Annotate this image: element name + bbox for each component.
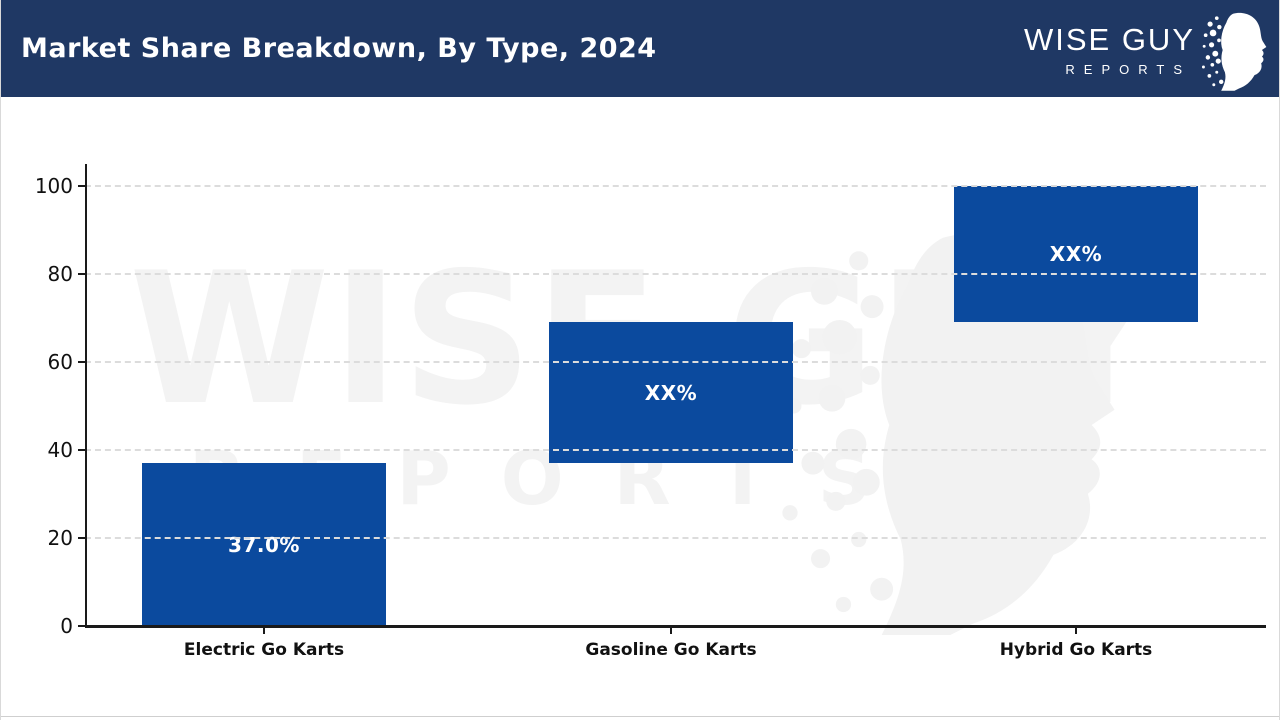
x-axis-spine xyxy=(85,625,1266,628)
y-axis-tick xyxy=(78,361,85,363)
face-logo-icon xyxy=(1201,12,1267,91)
x-axis-tick xyxy=(263,628,265,634)
bar-hybrid-go-karts: XX% xyxy=(954,186,1198,323)
x-axis-category-label: Hybrid Go Karts xyxy=(999,640,1153,660)
bar-value-label: XX% xyxy=(644,380,698,405)
y-axis-spine xyxy=(85,164,87,628)
x-axis-tick xyxy=(1075,628,1077,634)
gridline-100 xyxy=(85,185,1266,187)
gridline-80 xyxy=(85,273,1266,275)
bar-value-label: XX% xyxy=(1049,242,1103,267)
y-axis-tick xyxy=(78,185,85,187)
x-axis-tick xyxy=(670,628,672,634)
y-axis-tick xyxy=(78,625,85,627)
wise-guy-logo: WISE GUY REPORTS xyxy=(1003,4,1273,94)
y-axis-tick-label: 0 xyxy=(60,614,73,638)
y-axis-tick xyxy=(78,273,85,275)
gridline-20 xyxy=(85,537,1266,539)
x-axis-category-label: Gasoline Go Karts xyxy=(585,640,757,660)
y-axis-tick-label: 40 xyxy=(47,438,73,462)
gridline-40 xyxy=(85,449,1266,451)
y-axis-tick-label: 80 xyxy=(47,262,73,286)
y-axis-tick xyxy=(78,449,85,451)
x-axis-category-label: Electric Go Karts xyxy=(183,640,345,660)
gridline-60 xyxy=(85,361,1266,363)
watermark-face-icon xyxy=(782,233,1115,635)
y-axis-tick-label: 60 xyxy=(47,350,73,374)
page-title: Market Share Breakdown, By Type, 2024 xyxy=(21,33,657,64)
logo-wordmark: WISE GUY xyxy=(1023,22,1195,57)
logo-subtext: REPORTS xyxy=(1065,62,1191,77)
y-axis-tick-label: 100 xyxy=(34,174,73,198)
y-axis-tick xyxy=(78,537,85,539)
bar-electric-go-karts: 37.0% xyxy=(142,463,386,626)
bar-value-label: 37.0% xyxy=(228,532,300,557)
bottom-border-line xyxy=(1,716,1279,717)
y-axis-tick-label: 20 xyxy=(47,526,73,550)
header-bar: Market Share Breakdown, By Type, 2024 WI… xyxy=(1,0,1279,97)
bar-gasoline-go-karts: XX% xyxy=(549,322,793,464)
